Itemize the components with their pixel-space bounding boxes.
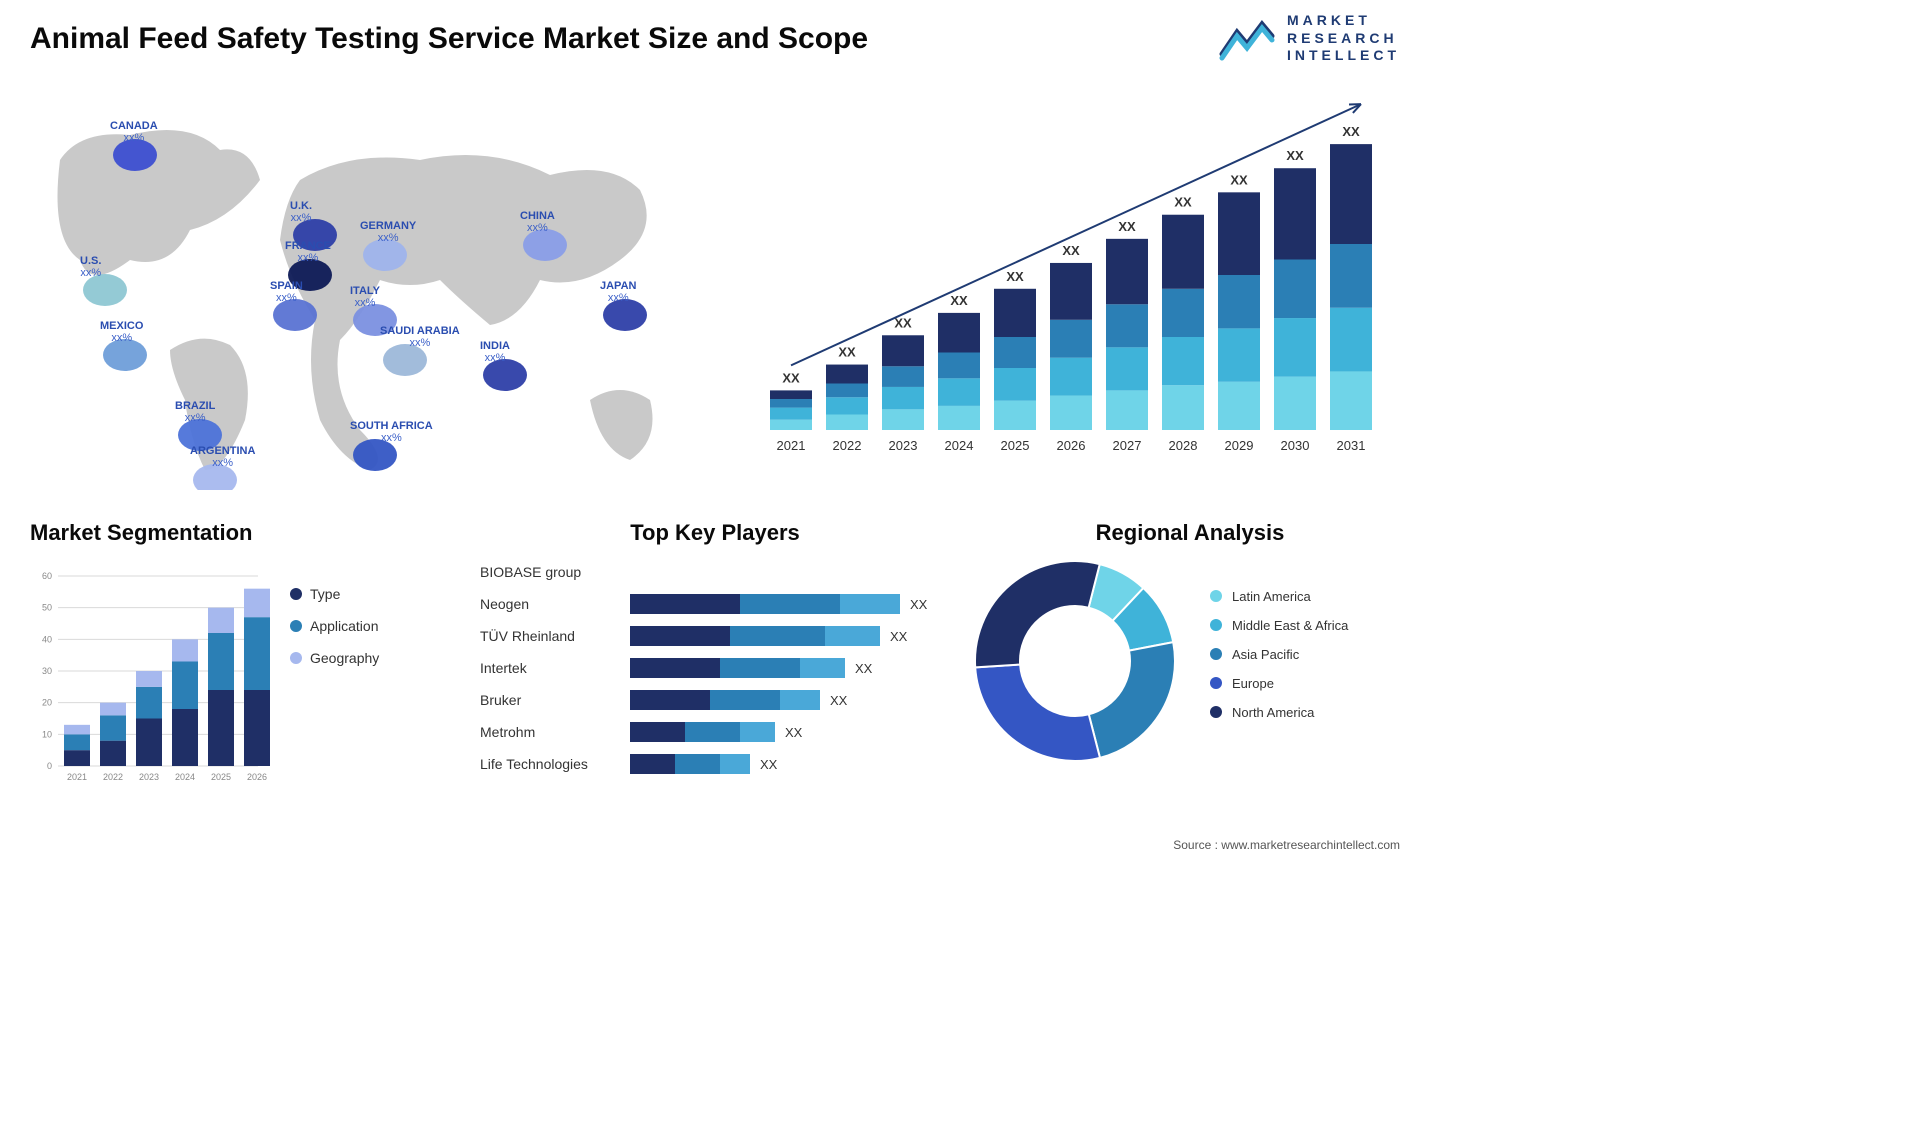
svg-text:2024: 2024 <box>945 438 974 453</box>
growth-chart: XX 2021 XX 2022 XX 2023 XX 2024 XX 2025 XX 2026 XX 20… <box>760 100 1400 470</box>
segmentation-legend-item: Type <box>290 586 379 602</box>
keyplayer-label: BIOBASE group <box>480 564 630 580</box>
keyplayer-value: XX <box>785 725 802 740</box>
svg-text:2025: 2025 <box>211 772 231 782</box>
keyplayer-label: Intertek <box>480 660 630 676</box>
segmentation-title: Market Segmentation <box>30 520 450 546</box>
svg-text:2023: 2023 <box>889 438 918 453</box>
svg-text:XX: XX <box>1230 172 1248 187</box>
svg-text:20: 20 <box>42 698 52 708</box>
region-legend-item: Latin America <box>1210 589 1348 604</box>
svg-text:XX: XX <box>1118 219 1136 234</box>
keyplayer-label: Bruker <box>480 692 630 708</box>
map-label-saudi-arabia: SAUDI ARABIAxx% <box>380 325 460 349</box>
keyplayer-row: Life Technologies XX <box>480 748 950 780</box>
svg-text:XX: XX <box>838 345 856 360</box>
logo-icon <box>1217 14 1277 62</box>
keyplayer-value: XX <box>890 629 907 644</box>
svg-text:XX: XX <box>1174 195 1192 210</box>
svg-text:2029: 2029 <box>1225 438 1254 453</box>
keyplayers-title: Top Key Players <box>480 520 950 546</box>
world-map: CANADAxx% U.S.xx% MEXICOxx% BRAZILxx% ARGENT… <box>20 90 700 490</box>
map-label-u.k.: U.K.xx% <box>290 200 312 224</box>
source-text: Source : www.marketresearchintellect.com <box>1173 838 1400 852</box>
map-label-canada: CANADAxx% <box>110 120 158 144</box>
keyplayer-label: Metrohm <box>480 724 630 740</box>
keyplayer-row: Metrohm XX <box>480 716 950 748</box>
map-label-brazil: BRAZILxx% <box>175 400 215 424</box>
segmentation-legend-item: Application <box>290 618 379 634</box>
top-key-players: Top Key Players BIOBASE groupNeogenXXTÜV… <box>480 520 950 780</box>
svg-text:2021: 2021 <box>67 772 87 782</box>
segmentation-chart: 0 10 20 30 40 50 60 2021 2022 2023 2024 2025 2026 <box>30 556 270 786</box>
regional-title: Regional Analysis <box>970 520 1410 546</box>
svg-text:2022: 2022 <box>833 438 862 453</box>
svg-text:2021: 2021 <box>777 438 806 453</box>
svg-text:30: 30 <box>42 666 52 676</box>
keyplayer-row: TÜV Rheinland XX <box>480 620 950 652</box>
svg-text:XX: XX <box>950 293 968 308</box>
keyplayer-row: Neogen XX <box>480 588 950 620</box>
keyplayer-label: Life Technologies <box>480 756 630 772</box>
map-label-india: INDIAxx% <box>480 340 510 364</box>
map-label-u.s.: U.S.xx% <box>80 255 101 279</box>
svg-text:XX: XX <box>1006 269 1024 284</box>
logo-line1: MARKET <box>1287 12 1400 30</box>
keyplayers-rows: BIOBASE groupNeogenXXTÜV RheinlandXXInte… <box>480 556 950 780</box>
svg-text:XX: XX <box>782 370 800 385</box>
svg-text:2024: 2024 <box>175 772 195 782</box>
svg-text:XX: XX <box>1062 243 1080 258</box>
svg-text:2026: 2026 <box>247 772 267 782</box>
region-legend-item: Europe <box>1210 676 1348 691</box>
keyplayer-label: TÜV Rheinland <box>480 628 630 644</box>
page-title: Animal Feed Safety Testing Service Marke… <box>30 22 868 56</box>
keyplayer-value: XX <box>760 757 777 772</box>
svg-text:50: 50 <box>42 603 52 613</box>
map-label-china: CHINAxx% <box>520 210 555 234</box>
logo-text: MARKET RESEARCH INTELLECT <box>1287 12 1400 65</box>
growth-chart-svg: XX 2021 XX 2022 XX 2023 XX 2024 XX 2025 XX 2026 XX 20… <box>760 100 1400 470</box>
region-legend-item: North America <box>1210 705 1348 720</box>
segmentation-legend-item: Geography <box>290 650 379 666</box>
map-label-argentina: ARGENTINAxx% <box>190 445 255 469</box>
svg-text:XX: XX <box>1286 148 1304 163</box>
keyplayer-row: Intertek XX <box>480 652 950 684</box>
svg-text:2023: 2023 <box>139 772 159 782</box>
region-legend-item: Middle East & Africa <box>1210 618 1348 633</box>
svg-text:0: 0 <box>47 761 52 771</box>
map-label-france: FRANCExx% <box>285 240 331 264</box>
svg-text:2028: 2028 <box>1169 438 1198 453</box>
keyplayer-row: BIOBASE group <box>480 556 950 588</box>
map-label-germany: GERMANYxx% <box>360 220 416 244</box>
svg-text:2025: 2025 <box>1001 438 1030 453</box>
regional-donut <box>970 556 1180 766</box>
svg-text:60: 60 <box>42 571 52 581</box>
map-label-south-africa: SOUTH AFRICAxx% <box>350 420 433 444</box>
svg-text:2027: 2027 <box>1113 438 1142 453</box>
map-label-mexico: MEXICOxx% <box>100 320 143 344</box>
map-label-italy: ITALYxx% <box>350 285 380 309</box>
keyplayer-label: Neogen <box>480 596 630 612</box>
svg-text:2030: 2030 <box>1281 438 1310 453</box>
logo: MARKET RESEARCH INTELLECT <box>1217 12 1400 65</box>
svg-text:XX: XX <box>1342 124 1360 139</box>
keyplayer-value: XX <box>830 693 847 708</box>
svg-text:2022: 2022 <box>103 772 123 782</box>
map-label-spain: SPAINxx% <box>270 280 303 304</box>
regional-analysis: Regional Analysis Latin America Middle Ea… <box>970 520 1410 766</box>
map-label-japan: JAPANxx% <box>600 280 636 304</box>
keyplayer-value: XX <box>910 597 927 612</box>
svg-text:2026: 2026 <box>1057 438 1086 453</box>
segmentation-legend: Type Application Geography <box>290 586 379 682</box>
logo-line3: INTELLECT <box>1287 47 1400 65</box>
keyplayer-value: XX <box>855 661 872 676</box>
logo-line2: RESEARCH <box>1287 30 1400 48</box>
svg-text:2031: 2031 <box>1337 438 1366 453</box>
svg-text:40: 40 <box>42 634 52 644</box>
keyplayer-row: Bruker XX <box>480 684 950 716</box>
regional-legend: Latin America Middle East & Africa Asia Pa… <box>1210 589 1348 734</box>
market-segmentation: Market Segmentation 0 10 20 30 40 50 60 2021 202… <box>30 520 450 786</box>
svg-text:10: 10 <box>42 729 52 739</box>
region-legend-item: Asia Pacific <box>1210 647 1348 662</box>
